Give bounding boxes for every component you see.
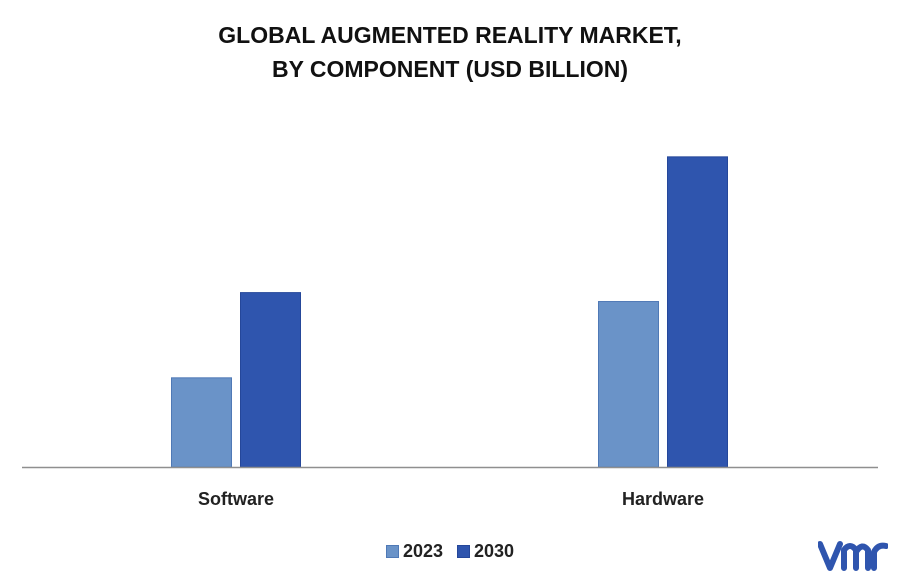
legend-label-2023: 2023 [402, 541, 443, 561]
x-tick-label-software: Software [198, 489, 274, 509]
legend-label-2030: 2030 [474, 541, 515, 561]
bar-hardware-2030 [667, 156, 728, 468]
legend-item-2023: 2023 [385, 541, 443, 562]
chart-title-line-1: GLOBAL AUGMENTED REALITY MARKET, [218, 22, 682, 48]
x-tick-label-hardware: Hardware [622, 489, 704, 509]
bar-hardware-2023 [598, 301, 659, 468]
chart-title: GLOBAL AUGMENTED REALITY MARKET, BY COMP… [0, 18, 900, 86]
legend-swatch-2023 [385, 545, 399, 558]
chart-title-line-2: BY COMPONENT (USD BILLION) [271, 56, 629, 82]
vmr-logo [818, 541, 888, 571]
bar-software-2030 [240, 292, 301, 468]
legend-swatch-2030 [457, 545, 470, 558]
legend-item-2030: 2030 [457, 541, 514, 562]
vmr-logo-mark [818, 541, 888, 571]
x-tick-labels: Software Hardware [198, 489, 704, 509]
bars-group [171, 156, 728, 468]
legend: 2023 2030 [0, 541, 900, 562]
bar-software-2023 [171, 377, 232, 468]
